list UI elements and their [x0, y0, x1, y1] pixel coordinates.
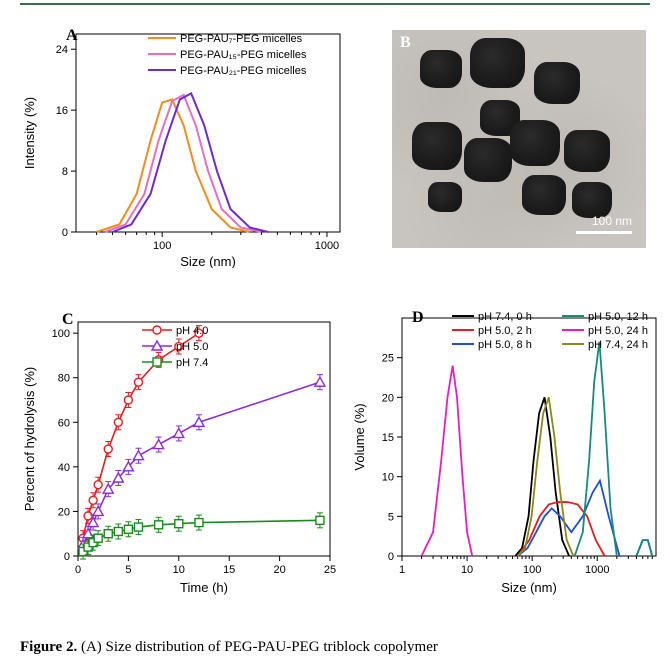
svg-text:Size (nm): Size (nm)	[501, 580, 557, 595]
caption-rest: (A) Size distribution of PEG-PAU-PEG tri…	[77, 639, 438, 655]
svg-text:10: 10	[382, 472, 394, 484]
svg-text:15: 15	[223, 564, 235, 576]
chart-c: 0 5 10 15 20 25 0 20 40 60 80 100 Time (h) Percent of…	[16, 302, 342, 602]
svg-text:pH 7.4, 24 h: pH 7.4, 24 h	[588, 339, 648, 351]
chart-a: 0 8 16 24 100 1000 Size (nm) Intensity (%) A PEG-…	[18, 18, 348, 268]
svg-text:pH 4.0: pH 4.0	[176, 325, 208, 337]
svg-text:A: A	[66, 27, 78, 44]
svg-text:25: 25	[382, 353, 394, 365]
top-rule	[20, 3, 650, 5]
svg-text:0: 0	[388, 551, 394, 563]
svg-text:Time (h): Time (h)	[180, 580, 228, 595]
svg-text:Size (nm): Size (nm)	[180, 254, 236, 268]
svg-text:0: 0	[75, 564, 81, 576]
svg-text:20: 20	[273, 564, 285, 576]
svg-text:pH 7.4: pH 7.4	[176, 357, 208, 369]
svg-text:24: 24	[56, 44, 68, 56]
svg-text:PEG-PAU₇-PEG micelles: PEG-PAU₇-PEG micelles	[180, 33, 303, 45]
svg-text:pH 5.0: pH 5.0	[176, 341, 208, 353]
svg-text:0: 0	[64, 551, 70, 563]
svg-text:100: 100	[52, 328, 70, 340]
svg-text:100: 100	[523, 564, 541, 576]
svg-text:40: 40	[58, 462, 70, 474]
panel-c: 0 5 10 15 20 25 0 20 40 60 80 100 Time (h) Percent of…	[16, 302, 342, 602]
panel-b: B 100 nm	[392, 30, 646, 248]
svg-text:PEG-PAU₁₅-PEG micelles: PEG-PAU₁₅-PEG micelles	[180, 49, 307, 61]
svg-text:pH 5.0, 8 h: pH 5.0, 8 h	[478, 339, 532, 351]
svg-text:10: 10	[173, 564, 185, 576]
svg-text:15: 15	[382, 432, 394, 444]
svg-text:25: 25	[324, 564, 336, 576]
svg-text:Percent of hydrolysis (%): Percent of hydrolysis (%)	[22, 367, 37, 512]
svg-text:5: 5	[125, 564, 131, 576]
svg-text:1: 1	[399, 564, 405, 576]
svg-text:20: 20	[382, 392, 394, 404]
svg-text:20: 20	[58, 506, 70, 518]
svg-text:C: C	[62, 311, 74, 328]
svg-text:5: 5	[388, 511, 394, 523]
svg-text:100: 100	[153, 240, 171, 252]
svg-text:8: 8	[62, 166, 68, 178]
svg-text:pH 7.4, 0 h: pH 7.4, 0 h	[478, 311, 532, 323]
svg-text:Intensity (%): Intensity (%)	[22, 97, 37, 169]
svg-text:1000: 1000	[315, 240, 339, 252]
panel-b-label: B	[400, 34, 411, 52]
svg-text:16: 16	[56, 105, 68, 117]
svg-text:80: 80	[58, 373, 70, 385]
svg-text:D: D	[412, 309, 424, 326]
svg-text:10: 10	[461, 564, 473, 576]
svg-text:Volume (%): Volume (%)	[352, 403, 367, 470]
figure-caption: Figure 2. (A) Size distribution of PEG-P…	[20, 639, 650, 656]
svg-text:pH 5.0, 24 h: pH 5.0, 24 h	[588, 325, 648, 337]
caption-prefix: Figure 2.	[20, 639, 77, 655]
svg-text:0: 0	[62, 227, 68, 239]
svg-text:60: 60	[58, 417, 70, 429]
svg-text:pH 5.0, 2 h: pH 5.0, 2 h	[478, 325, 532, 337]
figure-area: 0816241001000Size (nm)Intensity (%)APEG-…	[0, 12, 670, 614]
svg-text:1000: 1000	[585, 564, 609, 576]
svg-text:PEG-PAU₂₁-PEG micelles: PEG-PAU₂₁-PEG micelles	[180, 65, 307, 77]
panel-d: 1 10 100 1000 0 5 10 15 20 25 Size (nm) Volume (%) D…	[346, 302, 666, 602]
panel-a: 0 8 16 24 100 1000 Size (nm) Intensity (%) A PEG-…	[18, 18, 348, 268]
chart-d: 1 10 100 1000 0 5 10 15 20 25 Size (nm) Volume (%) D…	[346, 302, 666, 602]
svg-text:pH 5.0, 12 h: pH 5.0, 12 h	[588, 311, 648, 323]
tem-image: 100 nm	[392, 30, 646, 248]
